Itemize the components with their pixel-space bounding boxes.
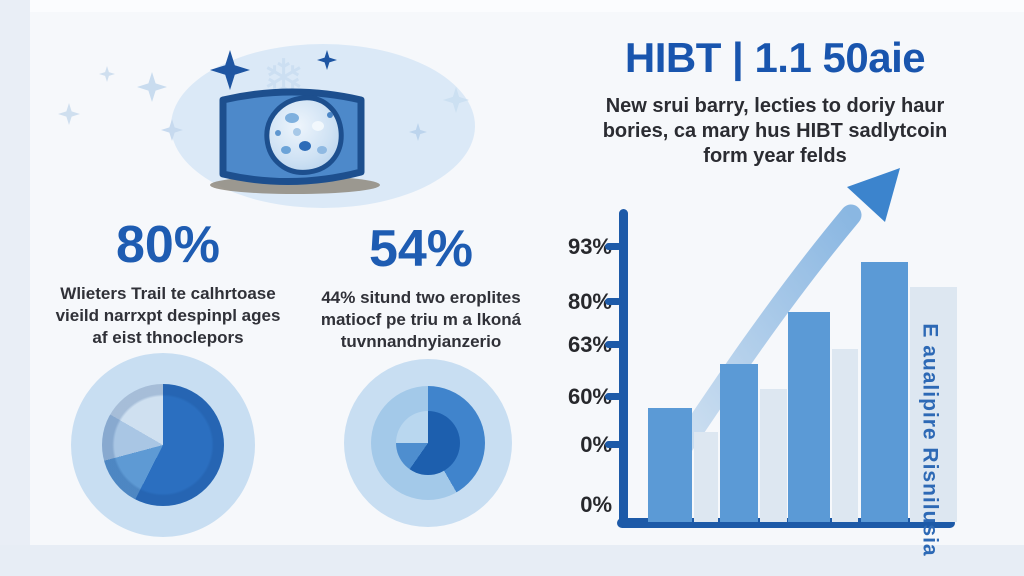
x-axis-line [617,518,955,528]
y-axis-label: 80% [567,289,612,314]
y-axis-line [619,209,628,527]
vertical-axis-caption: E aualipire Risnilusia [907,323,953,556]
right-donut-ring [396,411,460,475]
stat-caption-line: 44% sitund two eroplites [321,288,521,307]
bottom-edge-band [0,545,1024,576]
y-axis-label: 0% [580,432,612,457]
subtitle-line: form year felds [703,145,847,167]
left-donut-detail-ring [102,384,224,506]
left-edge-band [0,0,30,576]
left-donut-ring [102,384,224,506]
stat-caption-line: vieild narrxpt despinpl ages [55,306,281,325]
top-edge-band [30,0,1024,12]
arrow-head-icon [847,168,900,222]
stat-caption-line: Wlieters Trail te calhrtoase [60,284,276,303]
stat-block-left: 80% Wlieters Trail te calhrtoase vieild … [30,215,306,349]
bar-chart: E aualipire Risnilusia 93% 80% 63% 60% 0% 0% [555,160,995,570]
axis-tick [605,393,622,400]
header-block: HIBT | 1.1 50aie New srui barry, lecties… [585,34,965,169]
axis-tick [605,298,622,305]
axis-tick [605,243,622,250]
bar-light [694,432,718,522]
stat-value: 80% [115,216,221,274]
axis-tick [605,341,622,348]
axis-tick [605,441,622,448]
stat-caption-line: af eist thnoclepors [92,328,244,347]
bar-blue [788,312,830,522]
cookie-chips [275,112,333,154]
subtitle-line: bories, ca mary hus HIBT sadlytcoin [602,120,948,142]
y-axis-label: 63% [567,332,612,357]
y-axis-label: 0% [580,492,612,517]
stat-caption-line: matiocf pe triu m a lkoná [320,310,522,329]
bar-blue [648,408,692,522]
stat-value: 54% [368,220,474,278]
y-axis-label: 93% [567,234,612,259]
vertical-axis-caption-text: E aualipire Risnilusia [919,323,942,557]
page-title: HIBT | 1.1 50aie [624,34,926,81]
subtitle-line: New srui barry, lecties to doriy haur [605,95,945,117]
bar-light [760,389,787,522]
stat-block-middle: 54% 44% sitund two eroplites matiocf pe … [314,219,528,353]
bar-blue [861,262,908,522]
bar-light [910,287,957,522]
stat-caption-line: tuvnnandnyianzerio [340,332,502,351]
bar-blue [720,364,758,522]
cookie-illustration: ❄ [171,44,475,208]
bar-light [832,349,858,522]
page-subtitle: New srui barry, lecties to doriy haur bo… [585,94,965,169]
y-axis-label: 60% [567,384,612,409]
